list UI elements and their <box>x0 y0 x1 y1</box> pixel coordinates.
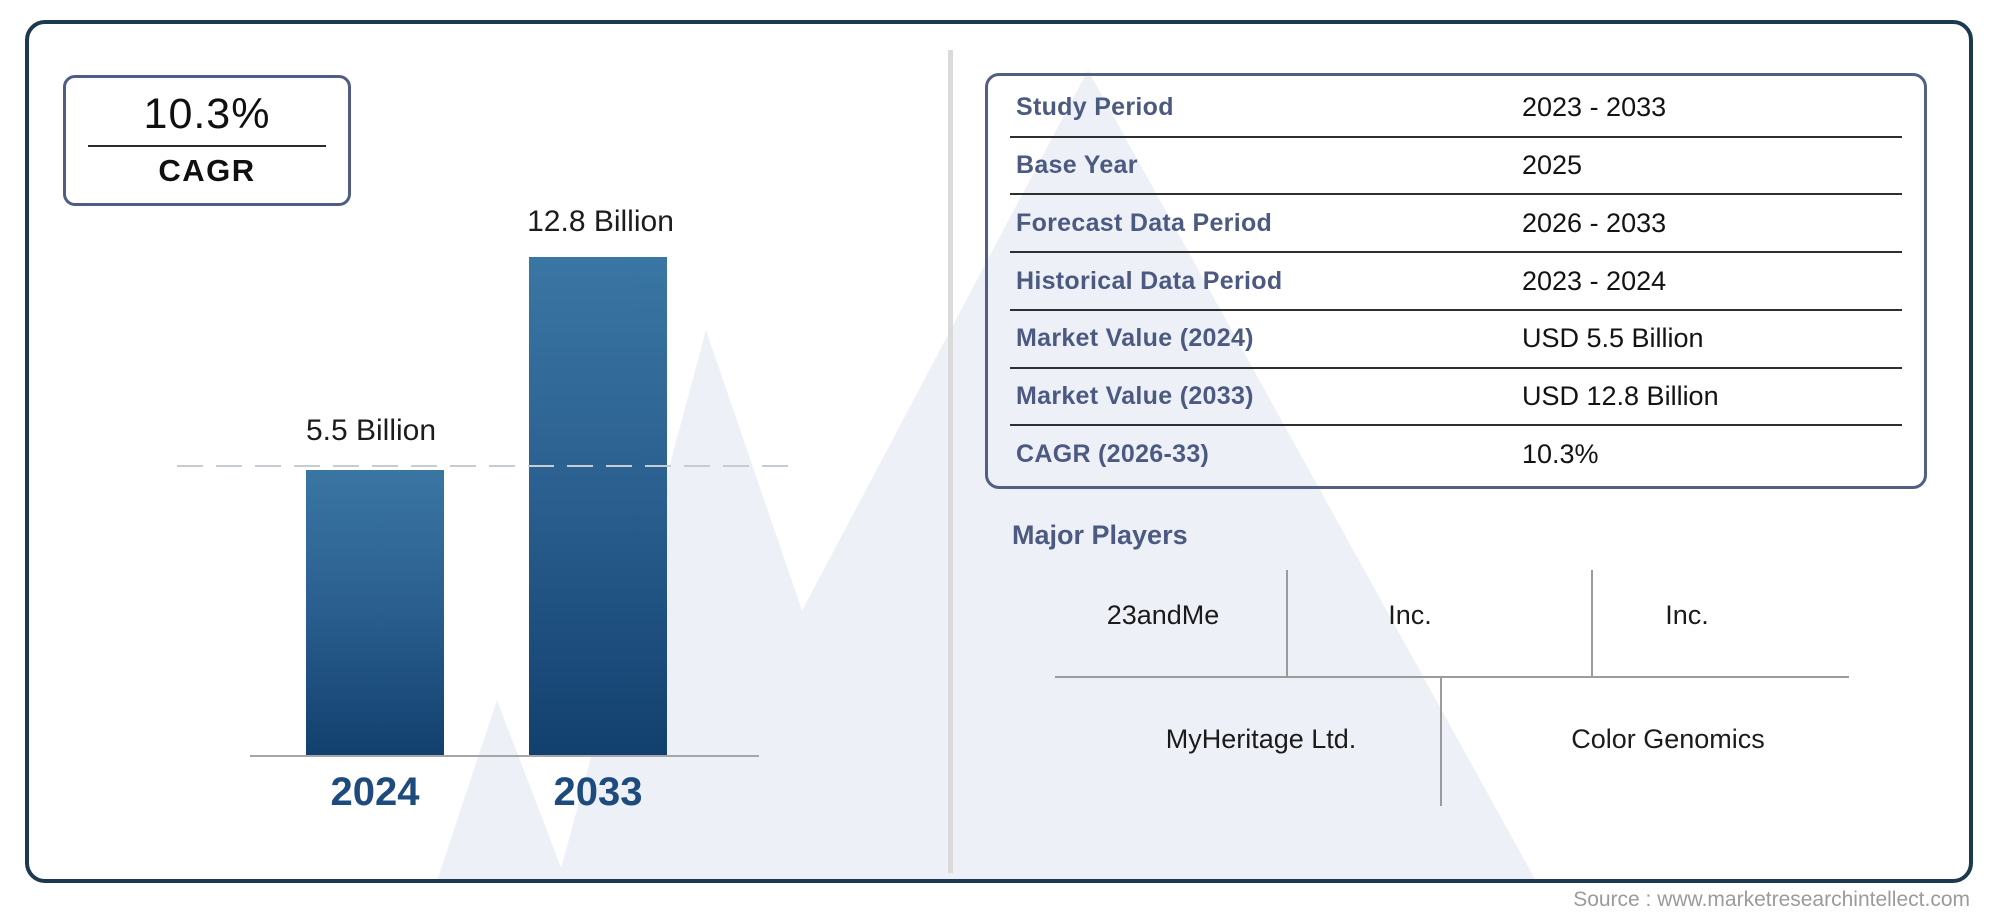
player-name: Inc. <box>1665 600 1709 630</box>
row-value: 2026 - 2033 <box>1522 207 1667 238</box>
cagr-callout-box: 10.3% CAGR <box>63 75 351 206</box>
row-value: 2023 - 2024 <box>1522 265 1667 296</box>
source-attribution: Source : www.marketresearchintellect.com <box>1573 888 1970 911</box>
player-name: Inc. <box>1388 600 1432 630</box>
row-value: USD 5.5 Billion <box>1522 323 1704 354</box>
reference-dashed-line <box>177 465 791 467</box>
table-row: Base Year 2025 <box>1010 138 1902 196</box>
player-name: MyHeritage Ltd. <box>1165 724 1357 754</box>
row-label: Study Period <box>1016 93 1174 122</box>
x-axis-label-2024: 2024 <box>330 770 420 814</box>
bar-value-label-2033: 12.8 Billion <box>527 205 674 238</box>
cagr-label: CAGR <box>158 152 256 188</box>
table-row: Forecast Data Period 2026 - 2033 <box>1010 195 1902 254</box>
table-row: CAGR (2026-33) 10.3% <box>1010 426 1902 482</box>
table-row: Historical Data Period 2023 - 2024 <box>1010 253 1902 311</box>
player-name: 23andMe <box>1106 600 1220 630</box>
players-grid-line <box>1591 570 1593 676</box>
bar-2024 <box>306 470 444 756</box>
row-value: 10.3% <box>1522 438 1599 469</box>
players-grid-line <box>1286 570 1288 676</box>
table-row: Market Value (2033) USD 12.8 Billion <box>1010 369 1902 427</box>
row-label: CAGR (2026-33) <box>1016 439 1210 468</box>
cagr-value: 10.3% <box>143 90 271 139</box>
row-label: Forecast Data Period <box>1016 208 1273 237</box>
table-row: Study Period 2023 - 2033 <box>1010 80 1902 138</box>
bar-value-label-2024: 5.5 Billion <box>305 414 437 447</box>
panel-divider <box>948 50 953 873</box>
row-value: USD 12.8 Billion <box>1522 380 1719 411</box>
row-label: Base Year <box>1016 151 1138 180</box>
players-grid-line <box>1055 676 1849 678</box>
player-name: Color Genomics <box>1571 724 1765 754</box>
players-grid-line <box>1440 676 1442 806</box>
row-label: Historical Data Period <box>1016 266 1283 295</box>
row-value: 2025 <box>1522 150 1583 181</box>
bar-2033 <box>529 257 667 756</box>
row-value: 2023 - 2033 <box>1522 92 1667 123</box>
table-row: Market Value (2024) USD 5.5 Billion <box>1010 311 1902 369</box>
x-axis-label-2033: 2033 <box>553 770 643 814</box>
row-label: Market Value (2024) <box>1016 324 1254 353</box>
row-label: Market Value (2033) <box>1016 381 1254 410</box>
major-players-heading: Major Players <box>1012 520 1188 550</box>
cagr-divider-line <box>88 144 326 147</box>
market-info-table: Study Period 2023 - 2033 Base Year 2025 … <box>985 73 1927 489</box>
chart-baseline <box>250 755 759 757</box>
